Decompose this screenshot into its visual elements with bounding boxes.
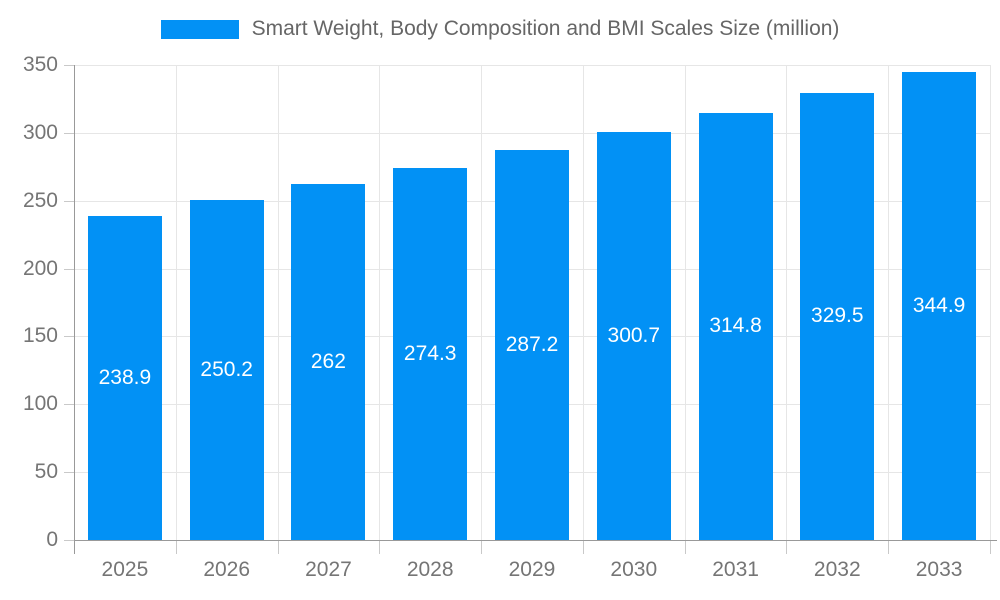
- legend-label: Smart Weight, Body Composition and BMI S…: [251, 17, 840, 40]
- y-axis-tick: [64, 404, 74, 405]
- y-axis-tick: [64, 336, 74, 337]
- y-axis-label-50: 50: [34, 460, 58, 483]
- gridline: [583, 65, 584, 540]
- x-axis-tick: [888, 540, 889, 554]
- bar-2029[interactable]: 287.2: [495, 150, 569, 540]
- x-axis-tick: [583, 540, 584, 554]
- gridline: [685, 65, 686, 540]
- x-axis-tick: [786, 540, 787, 554]
- bar-2025[interactable]: 238.9: [87, 215, 162, 540]
- bar-value-label: 238.9: [98, 365, 152, 389]
- y-axis-label-100: 100: [22, 392, 58, 415]
- x-axis-label-2026: 2026: [203, 558, 251, 581]
- gridline: [176, 65, 177, 540]
- x-axis-tick: [176, 540, 177, 554]
- bar-value-label: 287.2: [505, 333, 559, 357]
- bar-value-label: 274.3: [403, 341, 457, 365]
- y-axis-tick: [64, 269, 74, 270]
- gridline: [481, 65, 482, 540]
- x-axis-tick: [379, 540, 380, 554]
- x-axis-tick: [685, 540, 686, 554]
- gridline: [278, 65, 279, 540]
- x-axis-label-2028: 2028: [406, 558, 454, 581]
- bar-2027[interactable]: 262: [291, 184, 366, 540]
- gridline: [379, 65, 380, 540]
- bar-2026[interactable]: 250.2: [189, 200, 264, 540]
- y-axis-label-0: 0: [46, 528, 58, 551]
- gridline: [990, 65, 991, 540]
- bar-value-label: 262: [310, 350, 346, 374]
- legend[interactable]: Smart Weight, Body Composition and BMI S…: [0, 17, 1000, 41]
- y-axis-tick: [64, 472, 74, 473]
- bar-value-label: 314.8: [709, 314, 762, 338]
- x-axis-label-2025: 2025: [101, 558, 149, 581]
- gridline: [888, 65, 889, 540]
- bar-2033[interactable]: 344.9: [902, 71, 977, 540]
- y-axis-label-350: 350: [22, 53, 58, 76]
- y-axis-tick: [64, 540, 74, 541]
- x-axis-label-2030: 2030: [610, 558, 658, 581]
- y-axis-label-300: 300: [22, 121, 58, 144]
- x-axis-label-2029: 2029: [508, 558, 556, 581]
- bar-2031[interactable]: 314.8: [698, 112, 773, 540]
- legend-swatch-icon: [160, 19, 239, 39]
- y-axis-label-250: 250: [22, 189, 58, 212]
- y-axis-tick: [64, 201, 74, 202]
- bar-value-label: 329.5: [811, 304, 864, 328]
- y-axis-label-150: 150: [22, 324, 58, 347]
- y-axis-tick: [64, 133, 74, 134]
- gridline: [74, 133, 990, 134]
- bar-value-label: 300.7: [607, 323, 661, 347]
- bar-2030[interactable]: 300.7: [596, 131, 671, 540]
- gridline: [74, 65, 990, 66]
- x-axis-tick: [990, 540, 991, 554]
- x-axis-tick: [278, 540, 279, 554]
- x-axis-label-2031: 2031: [712, 558, 759, 581]
- bar-value-label: 344.9: [912, 293, 966, 317]
- y-axis-line: [74, 65, 75, 554]
- y-axis-tick: [64, 65, 74, 66]
- x-axis-label-2027: 2027: [305, 558, 352, 581]
- gridline: [786, 65, 787, 540]
- bar-2028[interactable]: 274.3: [393, 167, 468, 540]
- x-axis-label-2032: 2032: [813, 558, 861, 581]
- bar-value-label: 250.2: [200, 358, 253, 382]
- x-axis-tick: [481, 540, 482, 554]
- y-axis-label-200: 200: [22, 257, 58, 280]
- bar-2032[interactable]: 329.5: [800, 92, 875, 540]
- x-axis-line: [74, 540, 997, 541]
- x-axis-label-2033: 2033: [915, 558, 963, 581]
